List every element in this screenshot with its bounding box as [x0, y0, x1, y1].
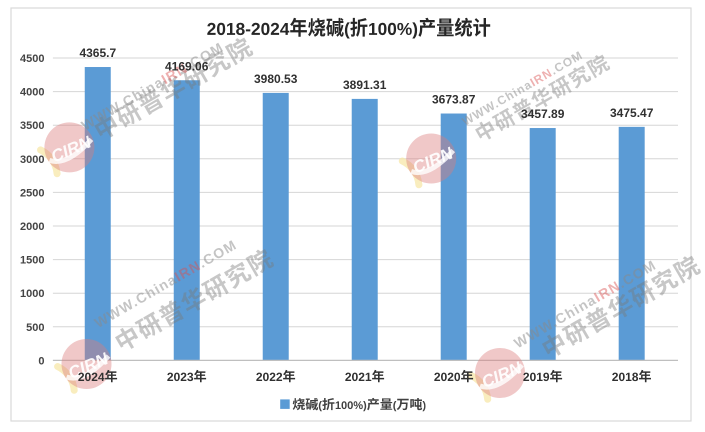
svg-text:3673.87: 3673.87	[432, 93, 476, 107]
svg-text:3500: 3500	[20, 120, 44, 132]
svg-text:4169.06: 4169.06	[165, 59, 209, 73]
svg-text:1500: 1500	[20, 255, 44, 267]
svg-text:0: 0	[38, 355, 44, 367]
svg-text:3980.53: 3980.53	[254, 72, 298, 86]
svg-text:3457.89: 3457.89	[521, 107, 565, 121]
svg-text:3891.31: 3891.31	[343, 78, 387, 92]
svg-text:3000: 3000	[20, 154, 44, 166]
svg-text:4365.7: 4365.7	[79, 46, 116, 60]
svg-text:500: 500	[26, 322, 44, 334]
svg-text:1000: 1000	[20, 288, 44, 300]
svg-text:4500: 4500	[20, 53, 44, 65]
svg-text:2500: 2500	[20, 187, 44, 199]
svg-text:2000: 2000	[20, 221, 44, 233]
svg-text:3475.47: 3475.47	[610, 106, 654, 120]
svg-text:4000: 4000	[20, 87, 44, 99]
